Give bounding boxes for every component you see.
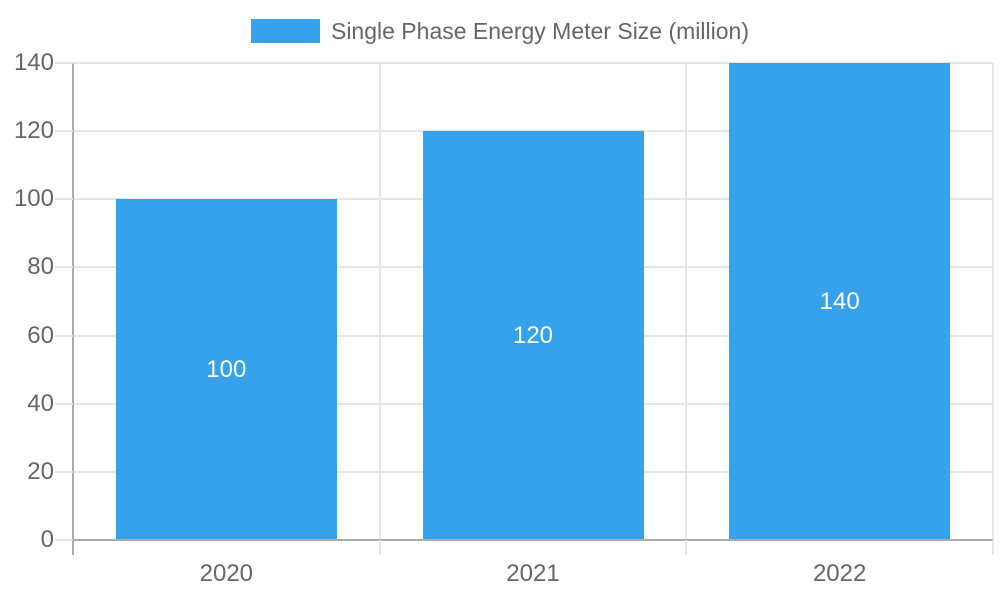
y-axis-tick [55, 130, 73, 133]
y-axis-tick [55, 402, 73, 405]
x-axis-tick [685, 540, 688, 555]
y-axis-tick [55, 266, 73, 269]
y-axis-tick-label: 100 [13, 185, 54, 213]
chart-legend[interactable]: Single Phase Energy Meter Size (million) [0, 18, 1000, 44]
category-boundary-gridline [685, 63, 688, 540]
y-axis-tick [55, 539, 73, 541]
y-axis-tick [55, 198, 73, 201]
y-axis-tick-label: 80 [27, 253, 54, 281]
y-axis-tick [55, 470, 73, 473]
x-axis-category-label: 2022 [812, 560, 867, 587]
bar-value-label: 100 [206, 355, 247, 383]
x-axis-tick [992, 540, 994, 555]
y-axis-tick-label: 140 [13, 49, 54, 76]
category-boundary-gridline [378, 63, 381, 540]
bar-2021[interactable] [422, 131, 644, 540]
legend-label: Single Phase Energy Meter Size (million) [330, 18, 749, 44]
category-boundary-gridline [992, 63, 994, 540]
y-axis-tick-label: 40 [27, 389, 54, 417]
x-axis-line [72, 539, 993, 541]
bar-value-label: 120 [512, 321, 554, 349]
x-axis-category-label: 2020 [199, 560, 254, 587]
y-axis-tick-label: 20 [27, 457, 54, 485]
legend-swatch-icon [250, 19, 320, 43]
y-gridline [73, 62, 993, 64]
y-axis-tick-label: 60 [27, 321, 54, 349]
bar-2022[interactable] [729, 63, 951, 540]
x-axis-zero-tick [72, 540, 74, 555]
plot-area: 100 120 140 [73, 62, 994, 540]
y-axis-tick-label: 0 [40, 526, 54, 553]
x-axis-category-label: 2021 [506, 560, 560, 587]
y-axis-tick [55, 334, 73, 337]
y-axis-line [72, 63, 74, 540]
bar-value-label: 140 [819, 287, 860, 315]
bar-2020[interactable] [115, 199, 337, 540]
y-axis-tick [55, 62, 73, 64]
y-axis-tick-label: 120 [13, 117, 54, 145]
x-axis-tick [378, 540, 381, 555]
